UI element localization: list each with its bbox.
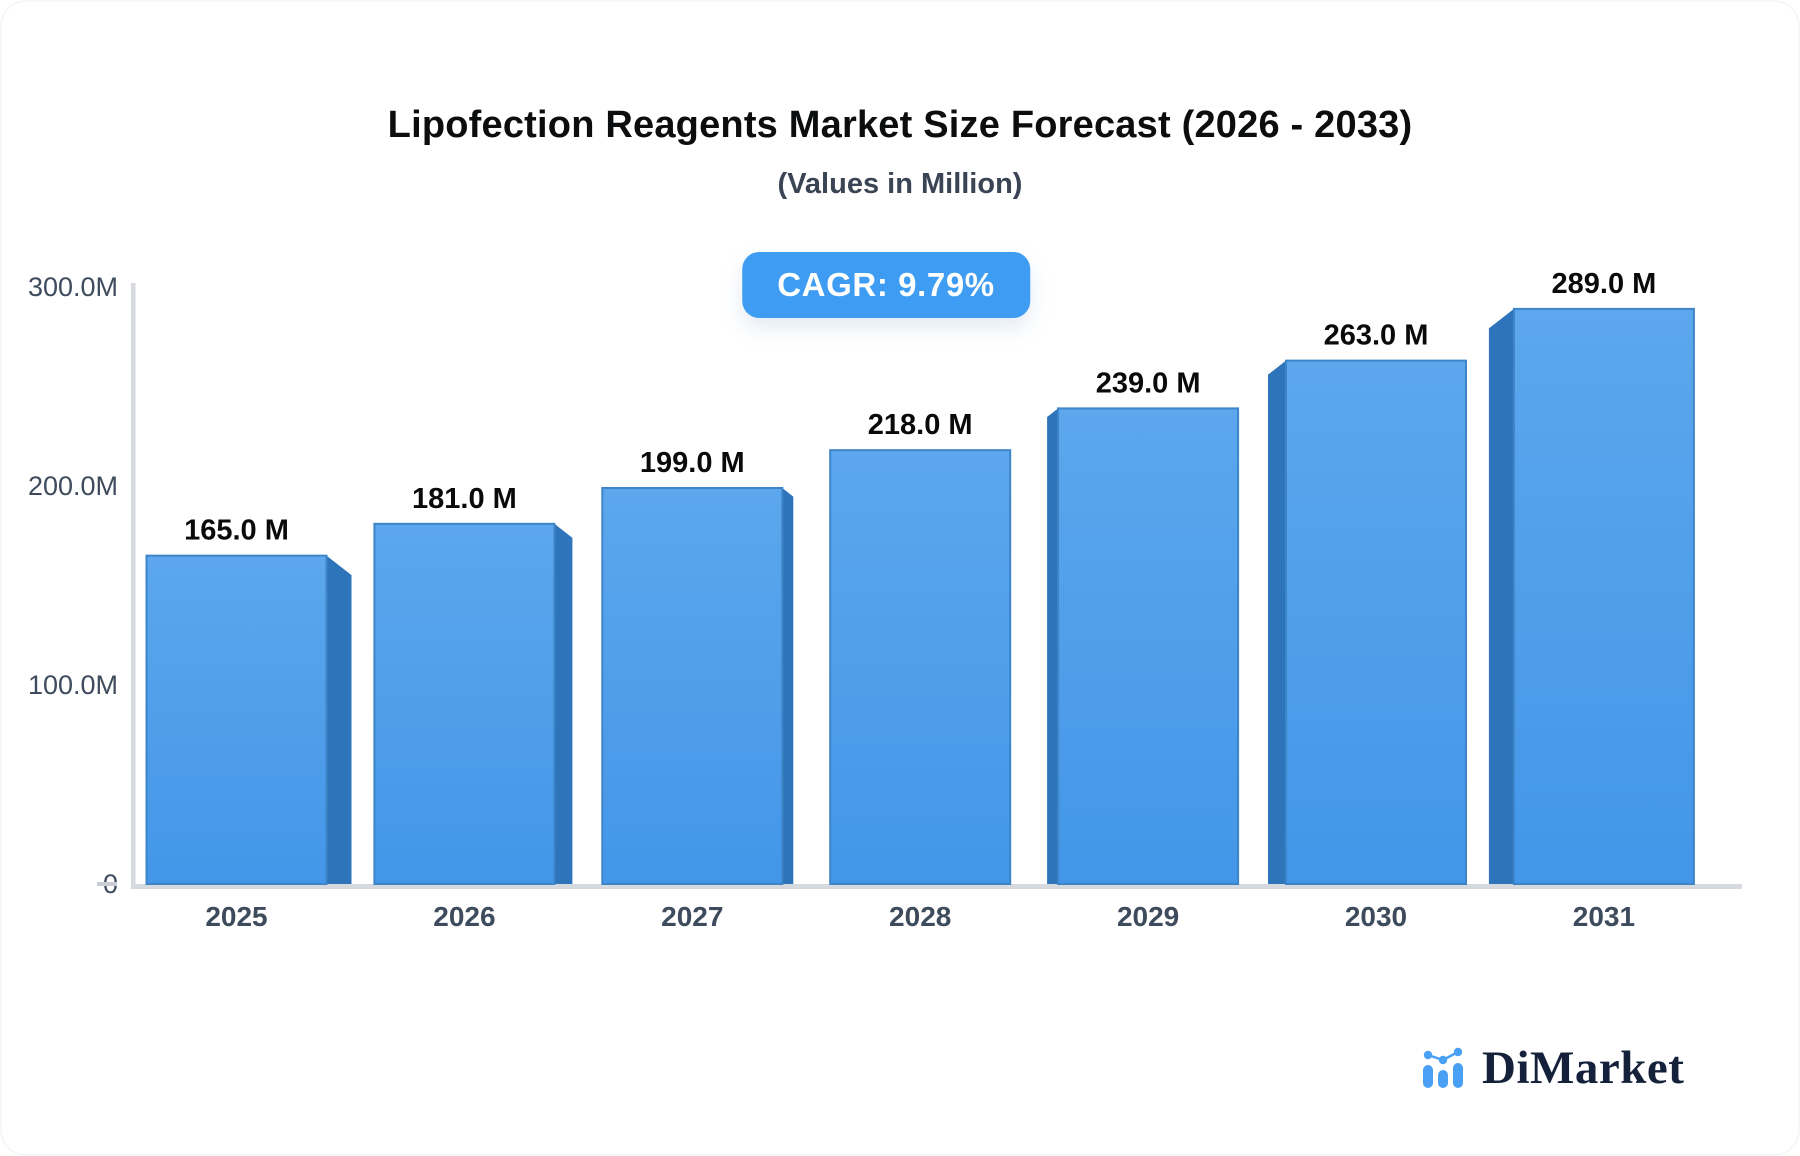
y-axis-line [131, 283, 136, 886]
bar-2026 [373, 522, 556, 885]
logo-text: DiMarket [1482, 1042, 1685, 1094]
x-tick-label: 2027 [661, 901, 723, 932]
bar-group-2028: 218.0 M 2028 [829, 409, 1012, 932]
bar-group-2026: 181.0 M 2026 [373, 483, 573, 932]
bar-value-label: 218.0 M [868, 409, 973, 441]
bar-side-face [782, 487, 794, 884]
bar-value-label: 199.0 M [640, 447, 745, 479]
bar-2025 [145, 554, 328, 886]
bar-2028 [829, 449, 1012, 885]
x-tick-label: 2028 [889, 901, 951, 932]
mini-bar-chart-icon [1423, 1047, 1463, 1088]
bar-side-face [1488, 308, 1514, 884]
bar-group-2030: 263.0 M 2030 [1268, 320, 1467, 932]
bar-group-2031: 289.0 M 2031 [1488, 268, 1695, 932]
bar-side-face [1268, 360, 1286, 884]
y-tick-label: 100.0M [28, 670, 118, 700]
bar-group-2029: 239.0 M 2029 [1047, 367, 1240, 932]
chart-title: Lipofection Reagents Market Size Forecas… [387, 104, 1413, 146]
bar-value-label: 289.0 M [1552, 268, 1657, 300]
bar-group-2025: 165.0 M 2025 [145, 515, 352, 932]
bar-2031 [1512, 307, 1695, 885]
dimarket-logo: DiMarket [1421, 1044, 1684, 1092]
y-tick-label: 300.0M [28, 272, 118, 302]
bar-value-label: 181.0 M [412, 483, 517, 515]
cagr-badge: CAGR: 9.79% [742, 252, 1030, 318]
y-tick-mark [97, 882, 117, 886]
bar-2029 [1057, 407, 1240, 885]
x-tick-label: 2030 [1345, 901, 1407, 932]
x-tick-label: 2031 [1573, 901, 1635, 932]
chart-subtitle: (Values in Million) [777, 168, 1023, 200]
bar-side-face [1047, 408, 1059, 884]
y-tick-label: 200.0M [28, 471, 118, 501]
x-tick-label: 2029 [1117, 901, 1179, 932]
x-axis-line [131, 884, 1742, 889]
x-tick-label: 2026 [433, 901, 495, 932]
x-tick-label: 2025 [205, 901, 267, 932]
bar-side-face [326, 555, 352, 884]
bar-value-label: 165.0 M [184, 515, 289, 547]
bar-group-2027: 199.0 M 2027 [601, 447, 794, 932]
bar-2027 [601, 486, 784, 885]
bar-2030 [1285, 359, 1467, 885]
bar-value-label: 263.0 M [1324, 320, 1429, 352]
bar-value-label: 239.0 M [1096, 367, 1201, 399]
bar-side-face [554, 523, 573, 884]
